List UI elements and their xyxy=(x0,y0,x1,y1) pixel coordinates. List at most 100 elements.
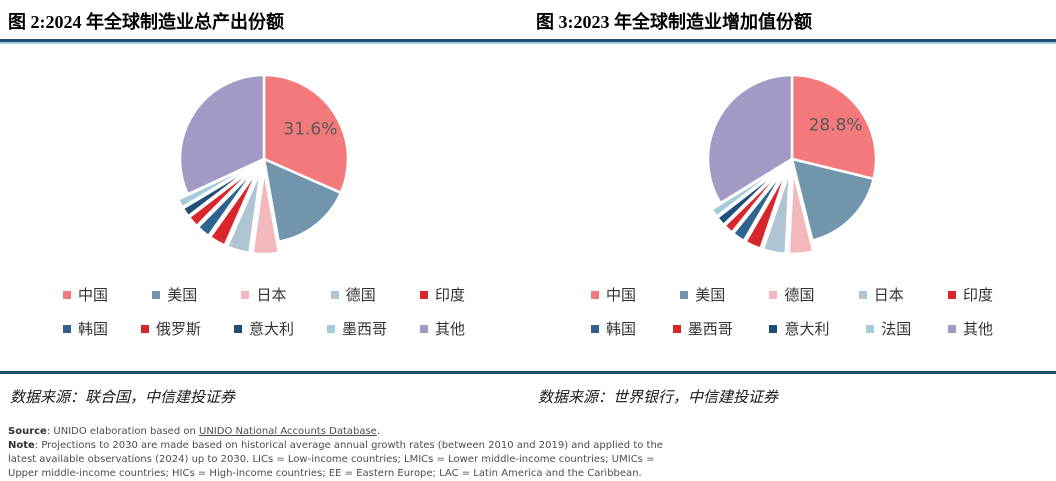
legend-item-印度: 印度 xyxy=(947,284,993,305)
legend-marker-icon xyxy=(769,290,778,299)
legend-label: 意大利 xyxy=(784,322,830,338)
legend-item-美国: 美国 xyxy=(152,284,197,305)
pie-slice-墨西哥 xyxy=(722,166,786,235)
legend-label: 印度 xyxy=(434,288,465,304)
header-rule-light xyxy=(0,42,1056,44)
legend-item-印度: 印度 xyxy=(419,284,465,305)
pie-slice-中国 xyxy=(790,73,878,181)
caption-rule xyxy=(0,371,1056,374)
legend-item-墨西哥: 墨西哥 xyxy=(672,318,733,339)
legend-item-韩国: 韩国 xyxy=(63,318,108,339)
source-text-end: . xyxy=(376,426,381,437)
legend-marker-icon xyxy=(152,290,161,299)
pie-data-label: 31.6% xyxy=(283,120,337,140)
legend-label: 韩国 xyxy=(78,322,109,338)
pie-wrap: 28.8% xyxy=(528,47,1056,271)
legend-marker-icon xyxy=(63,290,71,299)
pie-slice-其他 xyxy=(706,73,794,205)
legend-item-其他: 其他 xyxy=(947,318,993,339)
legend-item-德国: 德国 xyxy=(769,284,814,305)
footnote-source-line: Source: UNIDO elaboration based on UNIDO… xyxy=(8,425,663,439)
legend-label: 德国 xyxy=(345,288,376,304)
left-source-caption: 数据来源：联合国，中信建投证券 xyxy=(10,390,236,406)
legend-label: 俄罗斯 xyxy=(155,322,201,338)
legend-marker-icon xyxy=(858,290,867,299)
note-label: Note xyxy=(8,440,35,451)
left-chart-panel: 31.6% 中国 美国 日本 德国 印度韩国 俄罗斯 意大利 墨西哥 其他 xyxy=(0,44,528,339)
legend-marker-icon xyxy=(241,290,250,299)
pie-slice-美国 xyxy=(262,156,343,244)
legend-marker-icon xyxy=(769,324,778,333)
pie-slice-法国 xyxy=(709,164,784,219)
pie-slice-墨西哥 xyxy=(176,162,255,210)
pie-wrap: 31.6% xyxy=(0,47,528,271)
legend-item-意大利: 意大利 xyxy=(769,318,829,339)
legend-row-2: 韩国 墨西哥 意大利 法国 其他 xyxy=(591,318,993,339)
legend-label: 韩国 xyxy=(606,322,637,338)
legend-item-意大利: 意大利 xyxy=(233,318,294,339)
footnote-note-line: Note: Projections to 2030 are made based… xyxy=(8,439,663,481)
pie-slice-韩国 xyxy=(731,167,787,243)
legend-item-墨西哥: 墨西哥 xyxy=(326,318,387,339)
pie-slice-俄罗斯 xyxy=(187,165,257,228)
legend-label: 日本 xyxy=(256,288,287,304)
legend-row-1: 中国 美国 德国 日本 印度 xyxy=(591,284,993,305)
legend-label: 美国 xyxy=(695,288,726,304)
pie-slice-日本 xyxy=(251,169,281,256)
legend-item-德国: 德国 xyxy=(330,284,376,305)
legend-label: 中国 xyxy=(606,288,637,304)
legend-item-俄罗斯: 俄罗斯 xyxy=(140,318,201,339)
legend-row-2: 韩国 俄罗斯 意大利 墨西哥 其他 xyxy=(63,318,465,339)
pie-slice-韩国 xyxy=(196,166,258,238)
legend-marker-icon xyxy=(672,324,681,333)
legend-item-中国: 中国 xyxy=(591,284,636,305)
legend-marker-icon xyxy=(330,290,339,299)
legend-marker-icon xyxy=(419,324,428,333)
chart-titles-row: 图 2:2024 年全球制造业总产出份额 图 3:2023 年全球制造业增加值份… xyxy=(0,0,1056,39)
legend-marker-icon xyxy=(326,324,335,333)
pie-data-label: 28.8% xyxy=(809,116,863,136)
legend-label: 其他 xyxy=(962,322,993,338)
legend-label: 意大利 xyxy=(248,322,294,338)
pie-slice-德国 xyxy=(225,169,263,255)
legend-marker-icon xyxy=(233,324,242,333)
pie-slice-德国 xyxy=(787,169,815,256)
legend-label: 其他 xyxy=(434,322,465,338)
legend-label: 法国 xyxy=(881,322,912,338)
legend-label: 德国 xyxy=(784,288,815,304)
captions-row: 数据来源：联合国，中信建投证券 数据来源：世界银行，中信建投证券 xyxy=(0,374,1056,407)
pie-chart: 31.6% xyxy=(176,73,350,256)
pie-slice-中国 xyxy=(262,73,350,195)
left-chart-title: 图 2:2024 年全球制造业总产出份额 xyxy=(8,12,284,32)
charts-row: 31.6% 中国 美国 日本 德国 印度韩国 俄罗斯 意大利 墨西哥 其他 28.8% 中国 美国 德国… xyxy=(0,44,1056,339)
legend-label: 墨西哥 xyxy=(687,322,733,338)
pie-slice-美国 xyxy=(790,157,876,243)
legend: 中国 美国 德国 日本 印度韩国 墨西哥 意大利 法国 其他 xyxy=(591,284,993,339)
legend-marker-icon xyxy=(680,290,689,299)
legend-marker-icon xyxy=(947,324,956,333)
legend-item-法国: 法国 xyxy=(866,318,911,339)
legend-label: 美国 xyxy=(167,288,198,304)
pie-slice-印度 xyxy=(743,168,789,251)
legend-marker-icon xyxy=(866,324,875,333)
legend-marker-icon xyxy=(63,324,71,333)
source-text: : UNIDO elaboration based on xyxy=(46,426,199,437)
legend-marker-icon xyxy=(140,324,149,333)
footnote-block: Source: UNIDO elaboration based on UNIDO… xyxy=(8,425,663,481)
right-chart-panel: 28.8% 中国 美国 德国 日本 印度韩国 墨西哥 意大利 法国 其他 xyxy=(528,44,1056,339)
legend-item-中国: 中国 xyxy=(63,284,108,305)
right-chart-title: 图 3:2023 年全球制造业增加值份额 xyxy=(536,12,812,32)
legend-label: 墨西哥 xyxy=(341,322,387,338)
legend-item-日本: 日本 xyxy=(858,284,904,305)
legend-marker-icon xyxy=(591,324,599,333)
pie-slice-印度 xyxy=(208,167,260,248)
pie-slice-其他 xyxy=(178,73,266,196)
legend-marker-icon xyxy=(591,290,599,299)
pie-slice-日本 xyxy=(761,169,792,256)
legend: 中国 美国 日本 德国 印度韩国 俄罗斯 意大利 墨西哥 其他 xyxy=(63,284,465,339)
legend-row-1: 中国 美国 日本 德国 印度 xyxy=(63,284,465,305)
source-database-link: UNIDO National Accounts Database xyxy=(199,426,377,437)
legend-item-日本: 日本 xyxy=(241,284,286,305)
legend-item-其他: 其他 xyxy=(419,318,465,339)
source-label: Source xyxy=(8,426,47,437)
